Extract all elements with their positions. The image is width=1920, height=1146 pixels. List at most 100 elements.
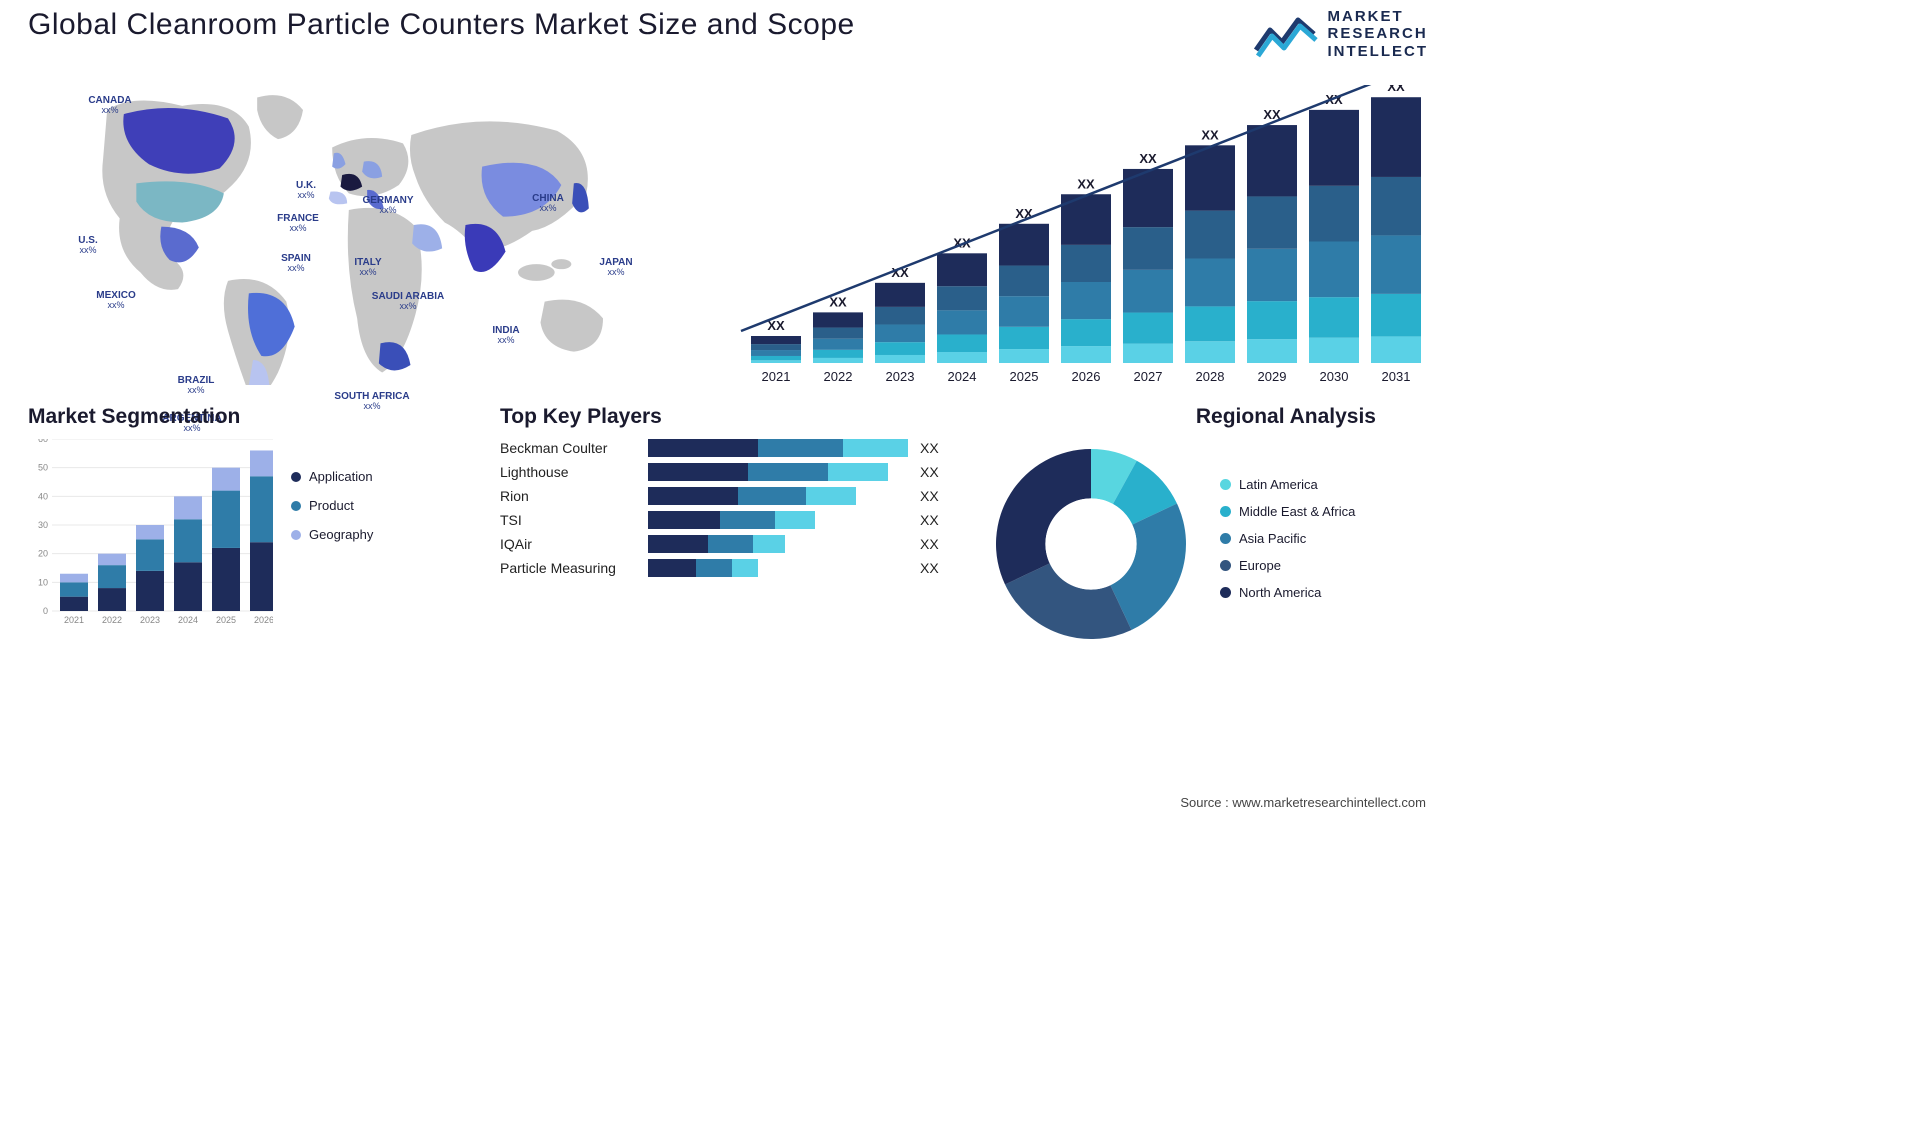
svg-text:30: 30 xyxy=(38,520,48,530)
map-label-france: FRANCExx% xyxy=(277,213,319,234)
svg-text:2030: 2030 xyxy=(1320,369,1349,384)
svg-text:0: 0 xyxy=(43,606,48,616)
svg-text:2025: 2025 xyxy=(1010,369,1039,384)
map-label-uk: U.K.xx% xyxy=(296,180,316,201)
player-row: Particle MeasuringXX xyxy=(500,559,960,577)
regional-legend-item: Asia Pacific xyxy=(1220,531,1355,546)
regional-donut-chart xyxy=(986,439,1196,649)
forecast-chart: XX2021XX2022XX2023XX2024XX2025XX2026XX20… xyxy=(726,85,1426,390)
logo-text: MARKET RESEARCH INTELLECT xyxy=(1328,8,1429,60)
svg-text:2027: 2027 xyxy=(1134,369,1163,384)
map-label-italy: ITALYxx% xyxy=(354,257,381,278)
player-name: IQAir xyxy=(500,536,640,552)
player-bar xyxy=(648,511,912,529)
svg-text:2022: 2022 xyxy=(102,615,122,625)
svg-text:40: 40 xyxy=(38,491,48,501)
svg-text:2021: 2021 xyxy=(762,369,791,384)
player-row: TSI XX xyxy=(500,511,960,529)
player-name: Lighthouse xyxy=(500,464,640,480)
svg-text:2026: 2026 xyxy=(1072,369,1101,384)
svg-text:2028: 2028 xyxy=(1196,369,1225,384)
map-label-spain: SPAINxx% xyxy=(281,253,311,274)
player-row: Rion XX xyxy=(500,487,960,505)
svg-text:2021: 2021 xyxy=(64,615,84,625)
map-label-brazil: BRAZILxx% xyxy=(178,375,215,396)
legend-dot-icon xyxy=(1220,479,1231,490)
legend-dot-icon xyxy=(1220,506,1231,517)
player-name: Rion xyxy=(500,488,640,504)
map-label-japan: JAPANxx% xyxy=(599,257,632,278)
svg-text:10: 10 xyxy=(38,577,48,587)
regional-legend-item: Europe xyxy=(1220,558,1355,573)
player-name: Beckman Coulter xyxy=(500,440,640,456)
page-title: Global Cleanroom Particle Counters Marke… xyxy=(28,8,855,42)
map-label-china: CHINAxx% xyxy=(532,193,564,214)
segmentation-legend: Application Product Geography xyxy=(291,439,373,556)
key-players-list: Beckman Coulter XX Lighthouse XX Rion XX TSI XX… xyxy=(500,439,960,577)
svg-text:2023: 2023 xyxy=(140,615,160,625)
svg-text:2025: 2025 xyxy=(216,615,236,625)
player-value: XX xyxy=(920,512,960,528)
svg-text:2022: 2022 xyxy=(824,369,853,384)
player-value: XX xyxy=(920,560,960,576)
header: Global Cleanroom Particle Counters Marke… xyxy=(28,8,1428,60)
map-label-germany: GERMANYxx% xyxy=(362,195,413,216)
player-value: XX xyxy=(920,464,960,480)
player-bar xyxy=(648,559,912,577)
player-row: Beckman Coulter XX xyxy=(500,439,960,457)
regional-panel: Regional Analysis Latin America Middle Ea… xyxy=(986,405,1426,649)
legend-dot-icon xyxy=(1220,587,1231,598)
map-label-india: INDIAxx% xyxy=(492,325,519,346)
world-map-panel: CANADAxx%U.S.xx%MEXICOxx%BRAZILxx%ARGENT… xyxy=(28,85,678,385)
svg-text:60: 60 xyxy=(38,439,48,444)
seg-legend-item: Application xyxy=(291,469,373,484)
world-map xyxy=(28,85,678,385)
player-bar xyxy=(648,439,912,457)
legend-dot-icon xyxy=(291,501,301,511)
regional-legend-item: Latin America xyxy=(1220,477,1355,492)
svg-text:XX: XX xyxy=(1201,127,1219,142)
regional-legend-item: Middle East & Africa xyxy=(1220,504,1355,519)
svg-text:2024: 2024 xyxy=(948,369,977,384)
legend-dot-icon xyxy=(291,472,301,482)
seg-legend-item: Product xyxy=(291,498,373,513)
forecast-chart-panel: XX2021XX2022XX2023XX2024XX2025XX2026XX20… xyxy=(726,85,1426,390)
player-value: XX xyxy=(920,536,960,552)
key-players-title: Top Key Players xyxy=(500,405,960,429)
player-name: TSI xyxy=(500,512,640,528)
legend-dot-icon xyxy=(1220,560,1231,571)
regional-title: Regional Analysis xyxy=(986,405,1376,429)
player-bar xyxy=(648,535,912,553)
svg-text:XX: XX xyxy=(1139,151,1157,166)
brand-logo: MARKET RESEARCH INTELLECT xyxy=(1254,8,1429,60)
svg-text:2029: 2029 xyxy=(1258,369,1287,384)
map-label-canada: CANADAxx% xyxy=(88,95,131,116)
logo-mark-icon xyxy=(1254,10,1318,58)
player-value: XX xyxy=(920,488,960,504)
player-row: IQAir XX xyxy=(500,535,960,553)
source-attribution: Source : www.marketresearchintellect.com xyxy=(1180,795,1426,810)
map-label-mexico: MEXICOxx% xyxy=(96,290,135,311)
segmentation-panel: Market Segmentation 0 10 20 30 40 50 60 2021 202… xyxy=(28,405,428,629)
segmentation-title: Market Segmentation xyxy=(28,405,428,429)
regional-legend-item: North America xyxy=(1220,585,1355,600)
seg-legend-item: Geography xyxy=(291,527,373,542)
player-bar xyxy=(648,487,912,505)
player-bar xyxy=(648,463,912,481)
svg-text:2026: 2026 xyxy=(254,615,273,625)
regional-legend: Latin America Middle East & Africa Asia Pa… xyxy=(1220,477,1355,612)
legend-dot-icon xyxy=(1220,533,1231,544)
player-row: Lighthouse XX xyxy=(500,463,960,481)
map-label-saudi: SAUDI ARABIAxx% xyxy=(372,291,444,312)
svg-text:2031: 2031 xyxy=(1382,369,1411,384)
svg-text:50: 50 xyxy=(38,463,48,473)
svg-text:2023: 2023 xyxy=(886,369,915,384)
player-value: XX xyxy=(920,440,960,456)
svg-text:XX: XX xyxy=(1077,176,1095,191)
svg-text:20: 20 xyxy=(38,549,48,559)
svg-text:XX: XX xyxy=(1387,85,1405,94)
legend-dot-icon xyxy=(291,530,301,540)
segmentation-chart: 0 10 20 30 40 50 60 2021 2022 2023 2024 2025 2026 xyxy=(28,439,273,629)
map-label-us: U.S.xx% xyxy=(78,235,97,256)
svg-text:2024: 2024 xyxy=(178,615,198,625)
